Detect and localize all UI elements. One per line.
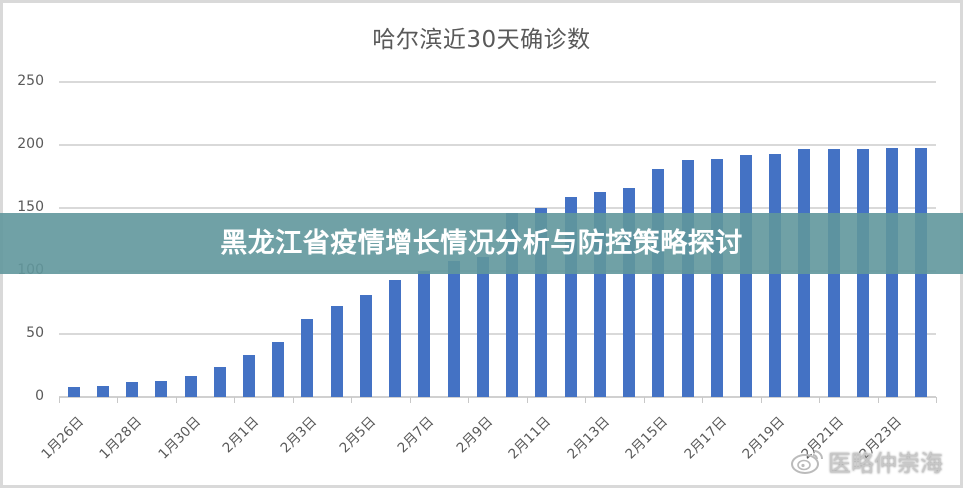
x-tick xyxy=(175,397,177,403)
bar xyxy=(681,160,694,397)
watermark-text: 医略仲崇海 xyxy=(828,451,943,477)
x-axis xyxy=(59,396,936,398)
x-tick xyxy=(877,397,879,403)
x-tick xyxy=(59,397,60,403)
x-tick xyxy=(760,397,762,403)
bar xyxy=(739,155,752,397)
bar xyxy=(389,279,402,397)
x-tick xyxy=(234,397,236,403)
bar xyxy=(67,386,80,397)
x-tick xyxy=(819,397,821,403)
headline-band xyxy=(0,213,963,274)
bar xyxy=(418,271,431,397)
bar xyxy=(272,341,285,397)
watermark: 医略仲崇海 xyxy=(790,444,943,478)
x-tick xyxy=(643,397,645,403)
y-tick-label: 0 xyxy=(35,388,44,404)
bar xyxy=(126,381,139,397)
y-tick-label: 50 xyxy=(26,325,44,341)
bar xyxy=(213,366,226,397)
x-tick xyxy=(526,397,528,403)
x-tick xyxy=(936,397,937,403)
x-tick xyxy=(702,397,704,403)
gridline xyxy=(59,144,936,146)
bar xyxy=(243,355,256,397)
y-tick-label: 150 xyxy=(17,199,44,215)
bar xyxy=(769,153,782,397)
headline-text: 黑龙江省疫情增长情况分析与防控策略探讨 xyxy=(220,228,743,259)
x-tick xyxy=(292,397,294,403)
x-tick xyxy=(117,397,119,403)
bar xyxy=(155,380,168,397)
bar xyxy=(476,257,489,397)
bar xyxy=(301,318,314,397)
y-tick-label: 200 xyxy=(17,136,44,152)
bar xyxy=(359,294,372,397)
gridline xyxy=(59,81,936,83)
bar xyxy=(330,306,343,397)
gridline xyxy=(59,207,936,209)
bar xyxy=(184,375,197,397)
y-tick-label: 250 xyxy=(17,73,44,89)
weibo-icon xyxy=(791,450,823,474)
x-tick xyxy=(585,397,587,403)
chart-title: 哈尔滨近30天确诊数 xyxy=(372,27,591,53)
bar xyxy=(96,385,109,397)
bar xyxy=(447,260,460,397)
gridline xyxy=(59,333,936,335)
x-tick xyxy=(468,397,470,403)
bar xyxy=(652,168,665,397)
x-tick xyxy=(409,397,411,403)
bar xyxy=(710,158,723,397)
x-tick xyxy=(351,397,353,403)
